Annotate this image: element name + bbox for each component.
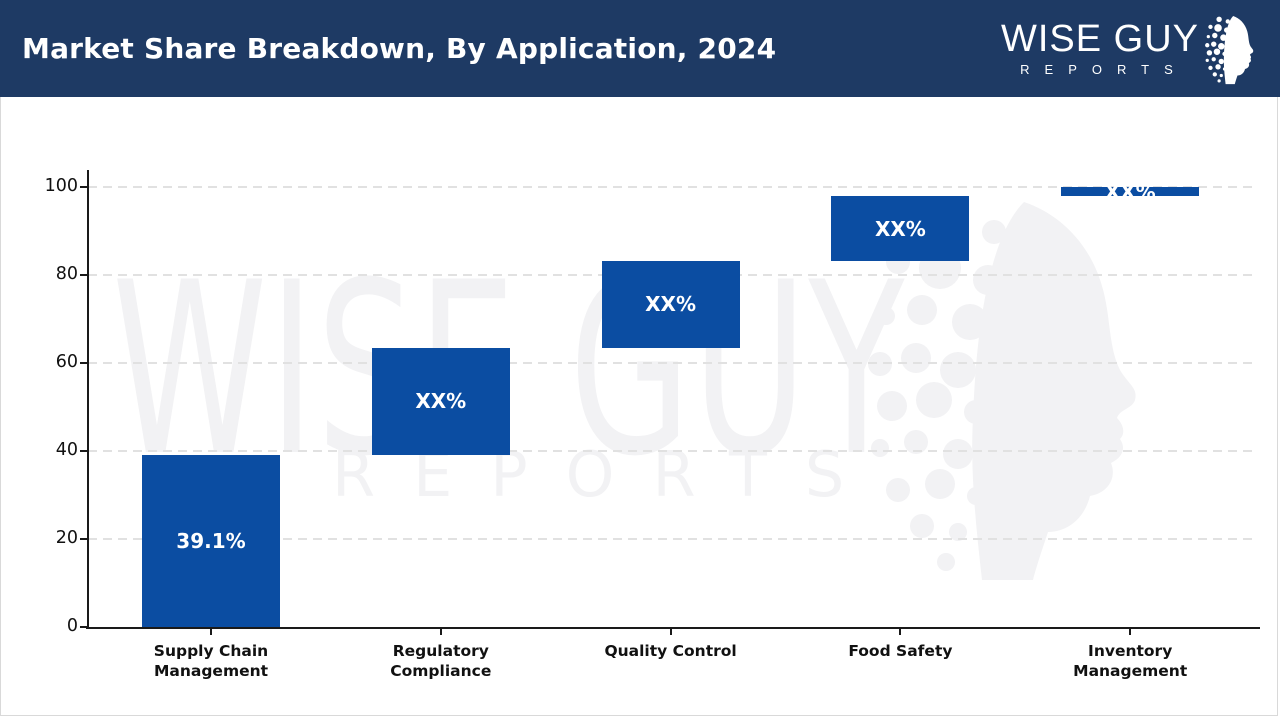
x-category-label: Inventory Management [1073,642,1188,680]
x-axis-tick [1129,629,1132,635]
y-axis-tick [80,626,88,628]
page-title: Market Share Breakdown, By Application, … [22,32,777,65]
y-axis-tick-label: 80 [55,264,78,284]
grid-line [88,186,1253,188]
y-axis-tick-label: 0 [66,616,78,636]
grid-line [88,450,1253,452]
y-axis-spine [87,170,89,629]
logo-text: WISE GUY REPORTS [1001,20,1199,77]
y-axis-tick [80,186,88,188]
x-axis-tick [669,629,672,635]
logo-head-icon [1205,15,1254,84]
grid-line [88,362,1253,364]
grid-line [88,538,1253,540]
wiseguy-logo: WISE GUY REPORTS [1001,13,1258,85]
y-axis-tick-label: 20 [55,528,78,548]
y-axis-tick [80,362,88,364]
x-axis-tick [439,629,442,635]
x-category-label: Quality Control [604,642,737,660]
logo-wordmark: WISE GUY [1000,18,1199,60]
y-axis-tick-label: 100 [44,176,78,196]
y-axis-tick-label: 60 [55,352,78,372]
x-axis-tick [899,629,902,635]
y-axis-tick [80,450,88,452]
bar-segment [371,347,510,455]
y-axis-tick [80,538,88,540]
x-axis-spine [86,627,1260,629]
logo-subtext: REPORTS [1020,62,1188,77]
bar-segment [831,196,970,261]
y-axis-tick-label: 40 [55,440,78,460]
bar-segment [1061,187,1200,197]
x-category-label: Regulatory Compliance [390,642,492,680]
bar-segment [601,260,740,348]
y-axis-tick [80,274,88,276]
x-category-label: Food Safety [848,642,953,660]
x-category-label: Supply Chain Management [153,642,269,680]
header: Market Share Breakdown, By Application, … [0,0,1280,97]
x-axis-tick [210,629,212,635]
bar-segment [142,454,280,627]
